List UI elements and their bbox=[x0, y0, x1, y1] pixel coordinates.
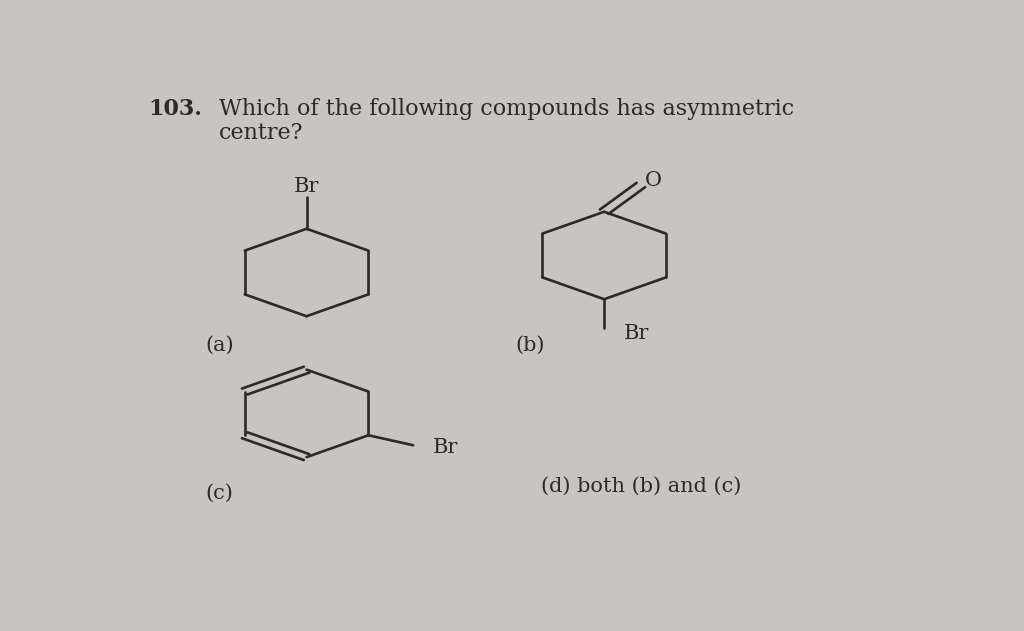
Text: (b): (b) bbox=[515, 336, 545, 355]
Text: (d) both (b) and (c): (d) both (b) and (c) bbox=[541, 477, 741, 496]
Text: Which of the following compounds has asymmetric: Which of the following compounds has asy… bbox=[219, 98, 795, 120]
Text: Br: Br bbox=[433, 438, 459, 457]
Text: Br: Br bbox=[624, 324, 649, 343]
Text: (c): (c) bbox=[206, 484, 233, 503]
Text: (a): (a) bbox=[206, 336, 234, 355]
Text: centre?: centre? bbox=[219, 122, 304, 144]
Text: 103.: 103. bbox=[147, 98, 202, 120]
Text: Br: Br bbox=[294, 177, 319, 196]
Text: O: O bbox=[645, 170, 663, 189]
